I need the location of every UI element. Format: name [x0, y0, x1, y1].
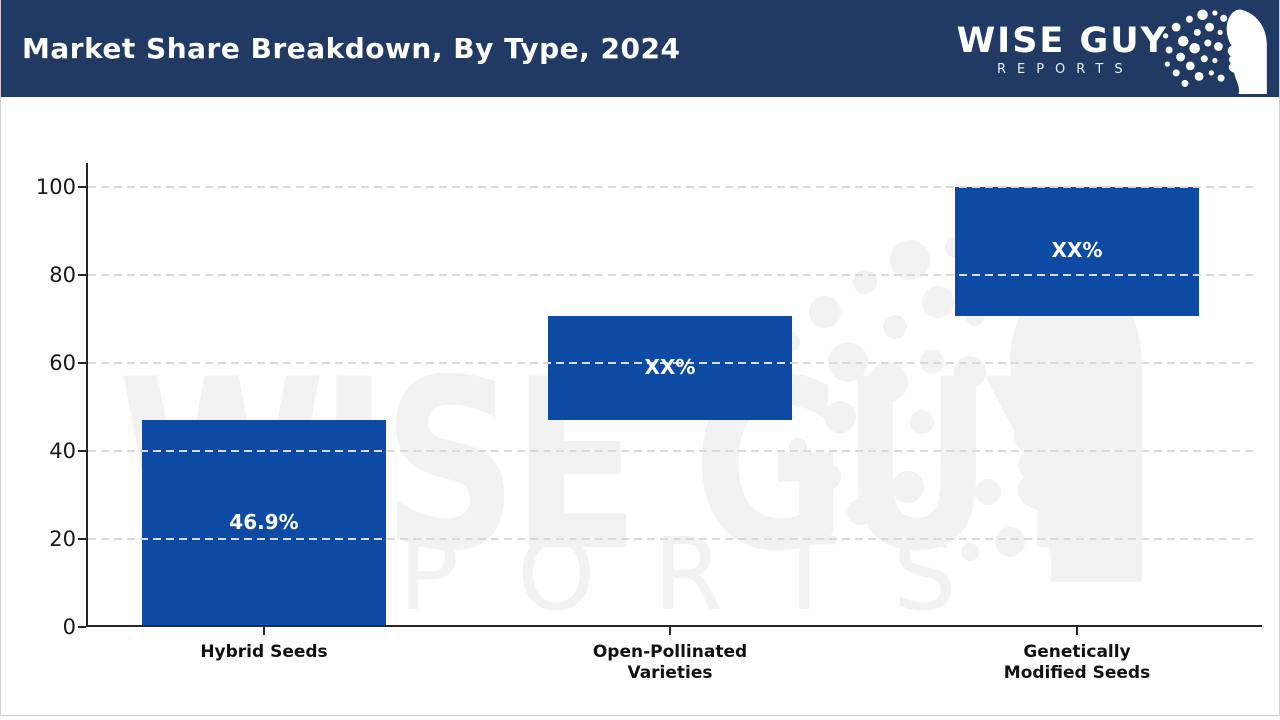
y-axis-line: [86, 163, 88, 627]
gridline-y80: [88, 273, 1258, 276]
y-axis-tick-label: 20: [49, 526, 76, 551]
gridline-y20: [88, 537, 1258, 540]
y-axis-tick: [78, 185, 86, 188]
page-title: Market Share Breakdown, By Type, 2024: [22, 32, 681, 65]
x-axis-line: [86, 625, 1262, 627]
x-axis-tick: [669, 627, 671, 635]
gridline-y40: [88, 449, 1258, 452]
wise-guy-reports-logo: WISE GUY REPORTS: [957, 6, 1274, 94]
category-label-line: Genetically: [1023, 642, 1131, 662]
chart-canvas: WISE GUY REPORTS 0 20 40 60 80 100 46.9% Hybrid…: [0, 97, 1280, 717]
logo-wordmark: WISE GUY: [956, 21, 1168, 62]
category-label-hybrid-seeds: Hybrid Seeds: [104, 642, 424, 663]
bar-hybrid-seeds: [142, 420, 386, 627]
y-axis-tick-label: 40: [49, 438, 76, 463]
x-axis-tick: [1076, 627, 1078, 635]
category-label-line: Open-Pollinated: [592, 642, 748, 662]
y-axis-tick-label: 60: [49, 350, 76, 375]
logo-face-icon: [1162, 9, 1267, 94]
y-axis-tick: [78, 537, 86, 540]
category-label-line: Varieties: [627, 663, 713, 683]
category-label-genetically-modified-seeds: Genetically Modified Seeds: [917, 642, 1237, 684]
category-label-line: Modified Seeds: [1003, 663, 1151, 683]
gridline-y60: [88, 361, 1258, 364]
logo-subtitle: REPORTS: [996, 61, 1134, 77]
gridline-y100: [88, 185, 1258, 188]
bar-value-label-open-pollinated-varieties: XX%: [644, 355, 696, 379]
y-axis-tick: [78, 449, 86, 452]
bar-value-label-genetically-modified-seeds: XX%: [1051, 238, 1103, 263]
y-axis-tick-label: 80: [49, 262, 76, 287]
y-axis-tick-label: 100: [35, 174, 76, 199]
category-label-open-pollinated-varieties: Open-Pollinated Varieties: [510, 642, 830, 684]
category-label-line: Hybrid Seeds: [200, 642, 328, 662]
y-axis-tick-label: 0: [62, 614, 76, 639]
y-axis-tick: [78, 273, 86, 276]
bar-value-label-hybrid-seeds: 46.9%: [229, 510, 299, 535]
header-bar: Market Share Breakdown, By Type, 2024 WI…: [0, 0, 1280, 97]
logo-text: WISE GUY REPORTS: [957, 23, 1168, 77]
bar-open-pollinated-varieties: [548, 315, 792, 421]
x-axis-tick: [263, 627, 265, 635]
y-axis-tick: [78, 361, 86, 364]
y-axis-tick: [78, 625, 86, 628]
